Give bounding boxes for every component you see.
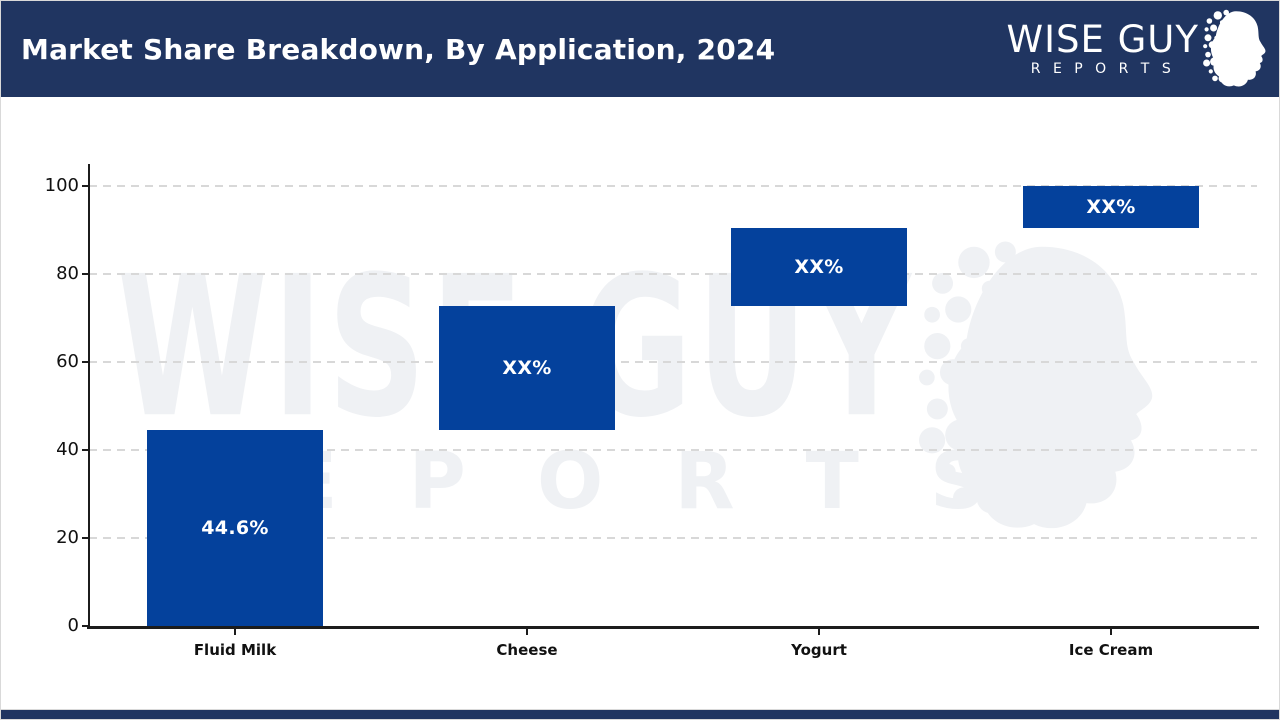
x-tick-label: Yogurt: [791, 641, 847, 659]
x-tick-label: Fluid Milk: [193, 641, 277, 659]
header-banner: Market Share Breakdown, By Application, …: [1, 1, 1279, 97]
x-tick-mark: [526, 629, 528, 635]
bar-ice-cream: XX%: [1023, 186, 1199, 228]
x-tick-mark: [1110, 629, 1112, 635]
bar-value-label: XX%: [1086, 195, 1136, 218]
y-tick-mark: [82, 185, 89, 187]
y-tick-label: 40: [56, 439, 79, 460]
y-tick-mark: [82, 273, 89, 275]
page-title: Market Share Breakdown, By Application, …: [21, 32, 776, 66]
watermark-head-icon: [919, 241, 1153, 529]
y-tick-label: 0: [67, 615, 79, 636]
brand-head-icon: [1203, 9, 1266, 87]
brand-logo: WISE GUY R E P O R T S: [1007, 7, 1271, 91]
y-tick-label: 80: [56, 263, 79, 284]
gridline: [89, 185, 1257, 187]
x-axis-line: [87, 626, 1259, 629]
watermark-brand-text: WISE GUY: [117, 234, 916, 461]
y-tick-mark: [82, 537, 89, 539]
y-tick-mark: [82, 361, 89, 363]
y-tick-label: 100: [44, 175, 79, 196]
x-tick-label: Cheese: [496, 641, 558, 659]
watermark-brand-subtext: R E P O R T S: [153, 437, 1009, 527]
y-tick-label: 60: [56, 351, 79, 372]
x-tick-mark: [234, 629, 236, 635]
x-tick-mark: [818, 629, 820, 635]
footer-banner: [1, 710, 1279, 719]
brand-subname: R E P O R T S: [1030, 61, 1175, 77]
y-tick-label: 20: [56, 527, 79, 548]
y-axis-line: [88, 164, 90, 628]
footer-divider: [1, 709, 1279, 710]
x-tick-label: Ice Cream: [1068, 641, 1154, 659]
brand-name: WISE GUY: [1006, 18, 1199, 61]
brand-logo-text: WISE GUY R E P O R T S: [1007, 21, 1199, 77]
y-tick-mark: [82, 449, 89, 451]
y-tick-mark: [82, 625, 89, 627]
